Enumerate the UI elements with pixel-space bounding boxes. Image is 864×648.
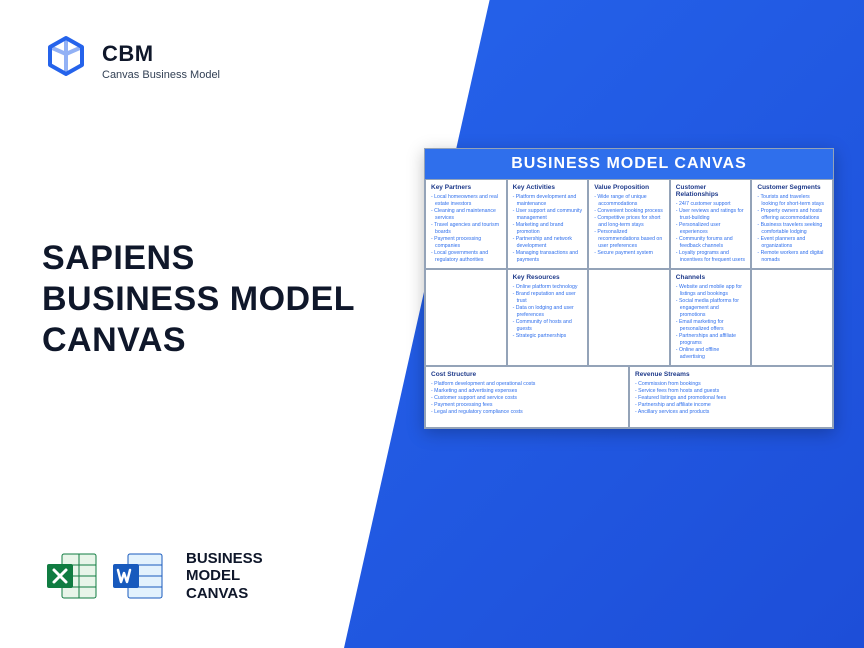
canvas-top-row: Key PartnersLocal homeowners and real es… bbox=[425, 179, 833, 269]
logo-block: CBM Canvas Business Model bbox=[42, 34, 220, 87]
cell-blank-3 bbox=[751, 269, 833, 366]
cell-customer-segments: Customer SegmentsTourists and travelers … bbox=[751, 179, 833, 269]
cell-channels: ChannelsWebsite and mobile app for listi… bbox=[670, 269, 752, 366]
canvas-header: BUSINESS MODEL CANVAS bbox=[425, 149, 833, 179]
cell-key-partners: Key PartnersLocal homeowners and real es… bbox=[425, 179, 507, 269]
cell-value-proposition: Value PropositionWide range of unique ac… bbox=[588, 179, 670, 269]
page-title: SAPIENSBUSINESS MODELCANVAS bbox=[42, 238, 355, 360]
cell-customer-relationships: Customer Relationships24/7 customer supp… bbox=[670, 179, 752, 269]
cbm-logo-icon bbox=[42, 34, 90, 87]
word-icon bbox=[108, 546, 168, 606]
cell-blank-2 bbox=[588, 269, 670, 366]
excel-icon bbox=[42, 546, 102, 606]
canvas-preview: BUSINESS MODEL CANVAS Key PartnersLocal … bbox=[424, 148, 834, 429]
canvas-bottom-row: Cost StructurePlatform development and o… bbox=[425, 366, 833, 428]
cell-blank-1 bbox=[425, 269, 507, 366]
canvas-mid-row: Key ResourcesOnline platform technologyB… bbox=[425, 269, 833, 366]
cell-key-resources: Key ResourcesOnline platform technologyB… bbox=[507, 269, 589, 366]
cell-key-activities: Key ActivitiesPlatform development and m… bbox=[507, 179, 589, 269]
cell-revenue-streams: Revenue StreamsCommission from bookingsS… bbox=[629, 366, 833, 428]
logo-title: CBM bbox=[102, 41, 220, 67]
cell-cost-structure: Cost StructurePlatform development and o… bbox=[425, 366, 629, 428]
icons-label: BUSINESSMODELCANVAS bbox=[186, 550, 263, 602]
file-icons-block: BUSINESSMODELCANVAS bbox=[42, 546, 263, 606]
logo-subtitle: Canvas Business Model bbox=[102, 69, 220, 81]
